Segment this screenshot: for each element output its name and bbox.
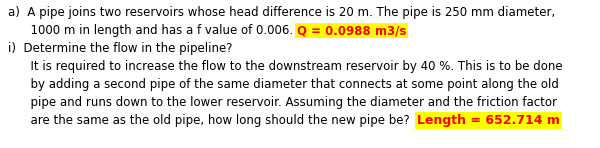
Text: Length = 652.714 m: Length = 652.714 m — [417, 114, 560, 127]
Text: 1000 m in length and has a f value of 0.006.: 1000 m in length and has a f value of 0.… — [8, 24, 297, 37]
Text: Q = 0.0988 m3/s: Q = 0.0988 m3/s — [297, 24, 406, 37]
Text: It is required to increase the flow to the downstream reservoir by 40 %. This is: It is required to increase the flow to t… — [8, 60, 563, 73]
Text: by adding a second pipe of the same diameter that connects at some point along t: by adding a second pipe of the same diam… — [8, 78, 559, 91]
Text: pipe and runs down to the lower reservoir. Assuming the diameter and the frictio: pipe and runs down to the lower reservoi… — [8, 96, 557, 109]
Text: a)  A pipe joins two reservoirs whose head difference is 20 m. The pipe is 250 m: a) A pipe joins two reservoirs whose hea… — [8, 6, 555, 19]
Text: i)  Determine the flow in the pipeline?: i) Determine the flow in the pipeline? — [8, 42, 233, 55]
Text: are the same as the old pipe, how long should the new pipe be?: are the same as the old pipe, how long s… — [8, 114, 417, 127]
